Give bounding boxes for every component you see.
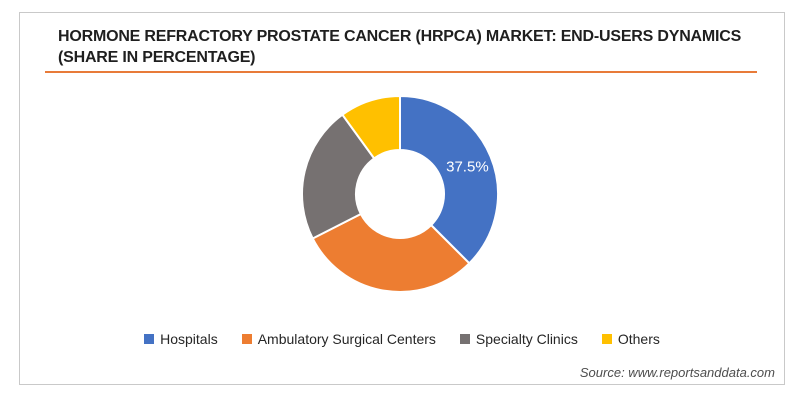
- chart-legend: Hospitals Ambulatory Surgical Centers Spec…: [20, 329, 784, 349]
- data-label: 37.5%: [446, 158, 489, 175]
- donut-segment-ambulatory-surgical-centers: [311, 212, 471, 293]
- title-underline: [45, 71, 757, 73]
- legend-label: Ambulatory Surgical Centers: [257, 331, 436, 347]
- chart-title: HORMONE REFRACTORY PROSTATE CANCER (HRPC…: [58, 26, 758, 68]
- donut-chart: 37.5%: [301, 95, 499, 293]
- legend-label: Hospitals: [160, 331, 218, 347]
- chart-card: HORMONE REFRACTORY PROSTATE CANCER (HRPC…: [19, 12, 785, 385]
- chart-title-line2: (SHARE IN PERCENTAGE): [58, 49, 256, 66]
- legend-item-others: Others: [601, 331, 660, 347]
- legend-item-specialty-clinics: Specialty Clinics: [459, 331, 578, 347]
- donut-segment-specialty-clinics: [301, 113, 376, 240]
- legend-swatch-icon: [144, 334, 155, 344]
- chart-title-line1: HORMONE REFRACTORY PROSTATE CANCER (HRPC…: [58, 28, 742, 45]
- legend-item-ambulatory-surgical-centers: Ambulatory Surgical Centers: [241, 331, 436, 347]
- donut-chart-area: 37.5%: [290, 84, 510, 304]
- legend-swatch-icon: [459, 334, 470, 344]
- legend-label: Others: [617, 331, 660, 347]
- legend-swatch-icon: [601, 334, 612, 344]
- donut-segment-hospitals: [399, 95, 499, 265]
- source-note: Source: www.reportsanddata.com: [579, 365, 775, 380]
- donut-segment-others: [341, 95, 401, 160]
- legend-swatch-icon: [241, 334, 252, 344]
- legend-label: Specialty Clinics: [475, 331, 578, 347]
- legend-item-hospitals: Hospitals: [144, 331, 218, 347]
